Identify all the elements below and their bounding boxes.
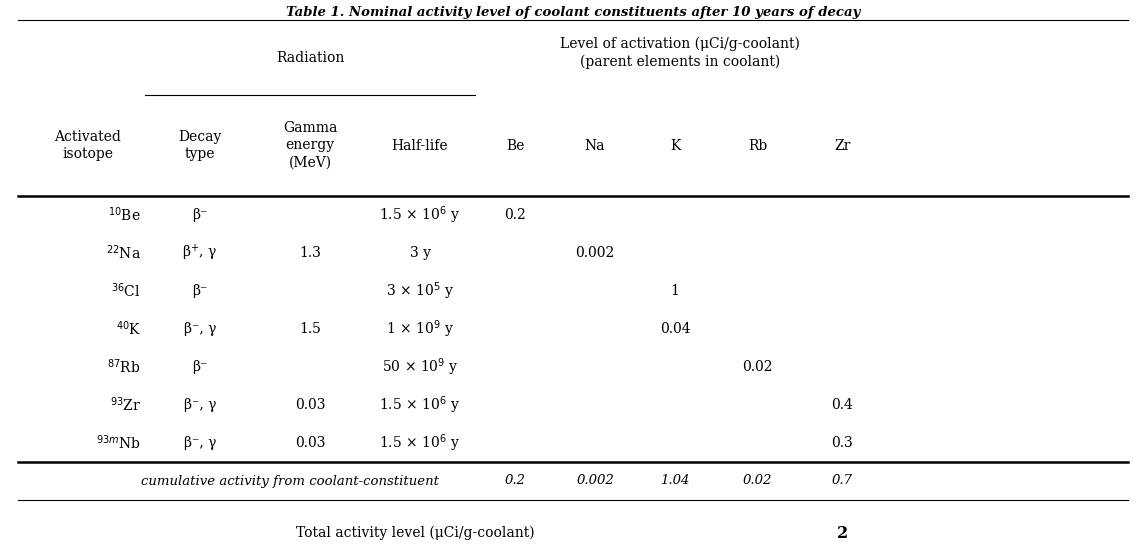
Text: 0.002: 0.002 (576, 475, 614, 487)
Text: 0.02: 0.02 (743, 475, 772, 487)
Text: 0.04: 0.04 (660, 322, 690, 336)
Text: Zr: Zr (834, 139, 850, 152)
Text: 0.7: 0.7 (832, 475, 853, 487)
Text: 0.4: 0.4 (832, 398, 854, 412)
Text: Half-life: Half-life (392, 139, 448, 152)
Text: 0.03: 0.03 (295, 398, 325, 412)
Text: 2: 2 (837, 524, 848, 542)
Text: Na: Na (584, 139, 605, 152)
Text: cumulative activity from coolant-constituent: cumulative activity from coolant-constit… (141, 475, 439, 487)
Text: 1.04: 1.04 (660, 475, 690, 487)
Text: 0.2: 0.2 (504, 475, 526, 487)
Text: 0.2: 0.2 (504, 208, 526, 222)
Text: 1.5 × 10$^{6}$ y: 1.5 × 10$^{6}$ y (379, 394, 461, 416)
Text: Level of activation (μCi/g-coolant)
(parent elements in coolant): Level of activation (μCi/g-coolant) (par… (560, 36, 800, 69)
Text: 0.002: 0.002 (575, 246, 614, 260)
Text: Table 1. Nominal activity level of coolant constituents after 10 years of decay: Table 1. Nominal activity level of coola… (285, 6, 861, 19)
Text: β⁻, γ: β⁻, γ (183, 398, 217, 412)
Text: Total activity level (μCi/g-coolant): Total activity level (μCi/g-coolant) (296, 526, 534, 540)
Text: Activated
isotope: Activated isotope (54, 130, 121, 161)
Text: $^{93m}$Nb: $^{93m}$Nb (96, 434, 141, 452)
Text: 1.3: 1.3 (299, 246, 321, 260)
Text: Gamma
energy
(MeV): Gamma energy (MeV) (283, 121, 337, 170)
Text: β⁻: β⁻ (193, 360, 207, 374)
Text: $^{10}$Be: $^{10}$Be (109, 206, 141, 224)
Text: 1.5 × 10$^{6}$ y: 1.5 × 10$^{6}$ y (379, 432, 461, 454)
Text: K: K (669, 139, 681, 152)
Text: β⁻, γ: β⁻, γ (183, 322, 217, 336)
Text: 1.5 × 10$^{6}$ y: 1.5 × 10$^{6}$ y (379, 204, 461, 226)
Text: Rb: Rb (748, 139, 767, 152)
Text: 1 × 10$^{9}$ y: 1 × 10$^{9}$ y (386, 318, 454, 340)
Text: 0.02: 0.02 (743, 360, 772, 374)
Text: β⁻: β⁻ (193, 208, 207, 222)
Text: 0.03: 0.03 (295, 436, 325, 450)
Text: $^{87}$Rb: $^{87}$Rb (108, 358, 141, 376)
Text: 3 y: 3 y (409, 246, 431, 260)
Text: β⁻: β⁻ (193, 284, 207, 298)
Text: 1: 1 (670, 284, 680, 298)
Text: Be: Be (505, 139, 524, 152)
Text: 0.3: 0.3 (832, 436, 854, 450)
Text: 50 × 10$^{9}$ y: 50 × 10$^{9}$ y (382, 356, 458, 378)
Text: β⁻, γ: β⁻, γ (183, 436, 217, 450)
Text: β$^{+}$, γ: β$^{+}$, γ (182, 243, 218, 263)
Text: $^{22}$Na: $^{22}$Na (105, 243, 141, 262)
Text: 1.5: 1.5 (299, 322, 321, 336)
Text: $^{40}$K: $^{40}$K (116, 320, 141, 338)
Text: 3 × 10$^{5}$ y: 3 × 10$^{5}$ y (386, 280, 454, 302)
Text: Decay
type: Decay type (179, 130, 221, 161)
Text: Radiation: Radiation (276, 50, 344, 65)
Text: $^{36}$Cl: $^{36}$Cl (111, 282, 141, 300)
Text: $^{93}$Zr: $^{93}$Zr (110, 396, 141, 415)
